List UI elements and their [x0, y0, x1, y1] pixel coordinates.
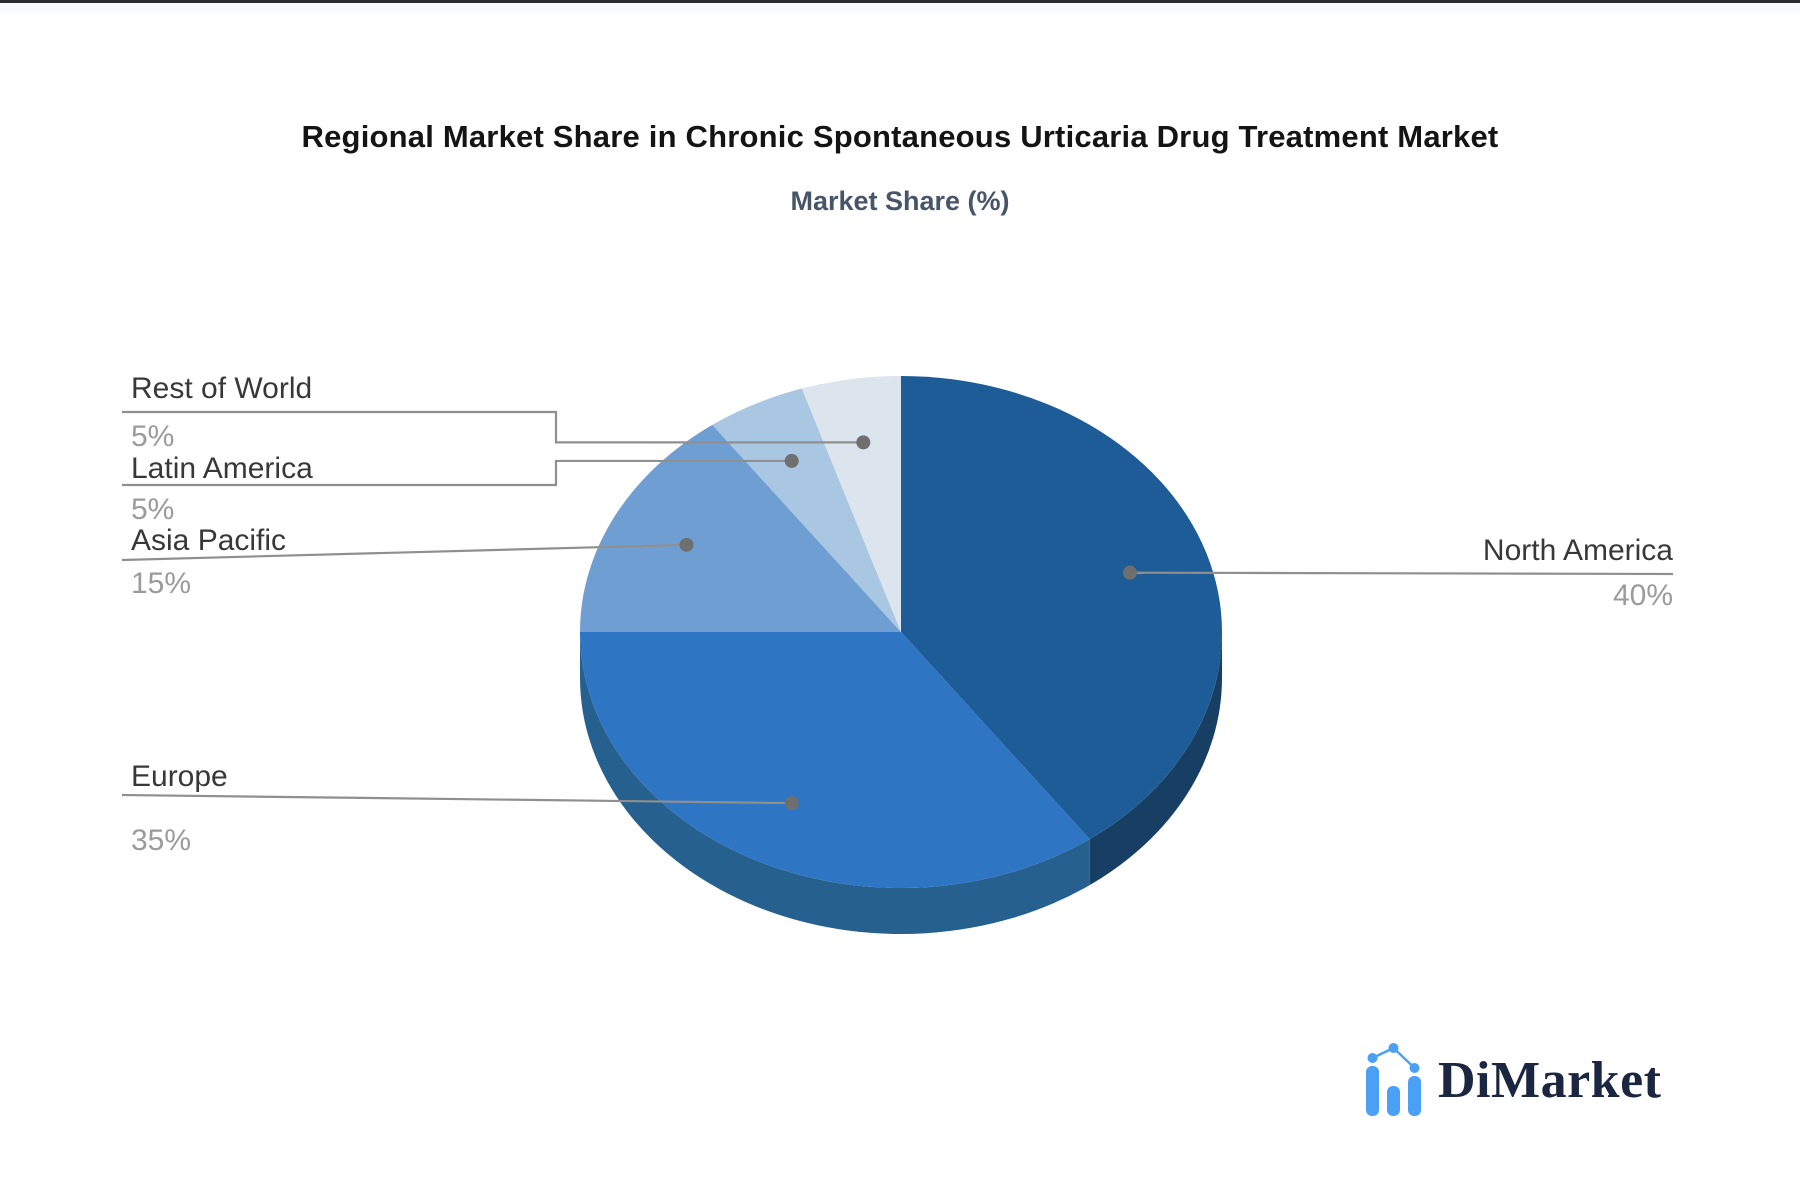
callout-line-asia-pacific: [121, 543, 687, 562]
callout-line-rest-of-world: [122, 410, 864, 444]
pie-slice-north-america[interactable]: [901, 376, 1222, 840]
callout-dot-europe: [784, 796, 799, 811]
slice-value-europe: 35%: [131, 824, 192, 857]
pie-slice-side-europe: [580, 632, 1090, 934]
chart-subtitle: Market Share (%): [790, 186, 1010, 216]
pie-slice-asia-pacific[interactable]: [580, 424, 901, 632]
callout-line-europe: [121, 793, 792, 805]
slice-value-latin-america: 5%: [131, 493, 175, 526]
slice-label-latin-america: Latin America: [131, 452, 313, 485]
pie-slice-side-north-america: [1089, 632, 1222, 886]
chart-title: Regional Market Share in Chronic Spontan…: [301, 119, 1499, 154]
brand-logo-icon: [1366, 1043, 1421, 1116]
slice-value-asia-pacific: 15%: [131, 567, 192, 600]
brand-logo: DiMarket: [1366, 1040, 1661, 1120]
callout-dot-rest-of-world: [856, 435, 871, 450]
pie-slice-europe[interactable]: [580, 632, 1090, 888]
slice-label-europe: Europe: [131, 760, 228, 793]
slice-value-rest-of-world: 5%: [131, 420, 175, 453]
callout-line-latin-america: [122, 459, 792, 487]
callout-dot-north-america: [1122, 565, 1137, 580]
callout-dot-asia-pacific: [679, 537, 694, 552]
pie-slice-rest-of-world[interactable]: [801, 376, 901, 632]
slice-label-asia-pacific: Asia Pacific: [131, 524, 287, 557]
top-bar: [0, 0, 1800, 13]
slice-value-north-america: 40%: [1612, 579, 1673, 612]
pie-slice-latin-america[interactable]: [712, 388, 901, 632]
brand-logo-text: DiMarket: [1438, 1051, 1662, 1109]
slice-label-north-america: North America: [1482, 534, 1673, 567]
slice-label-rest-of-world: Rest of World: [131, 372, 313, 405]
callout-line-north-america: [1129, 571, 1674, 576]
callout-dot-latin-america: [784, 453, 799, 468]
